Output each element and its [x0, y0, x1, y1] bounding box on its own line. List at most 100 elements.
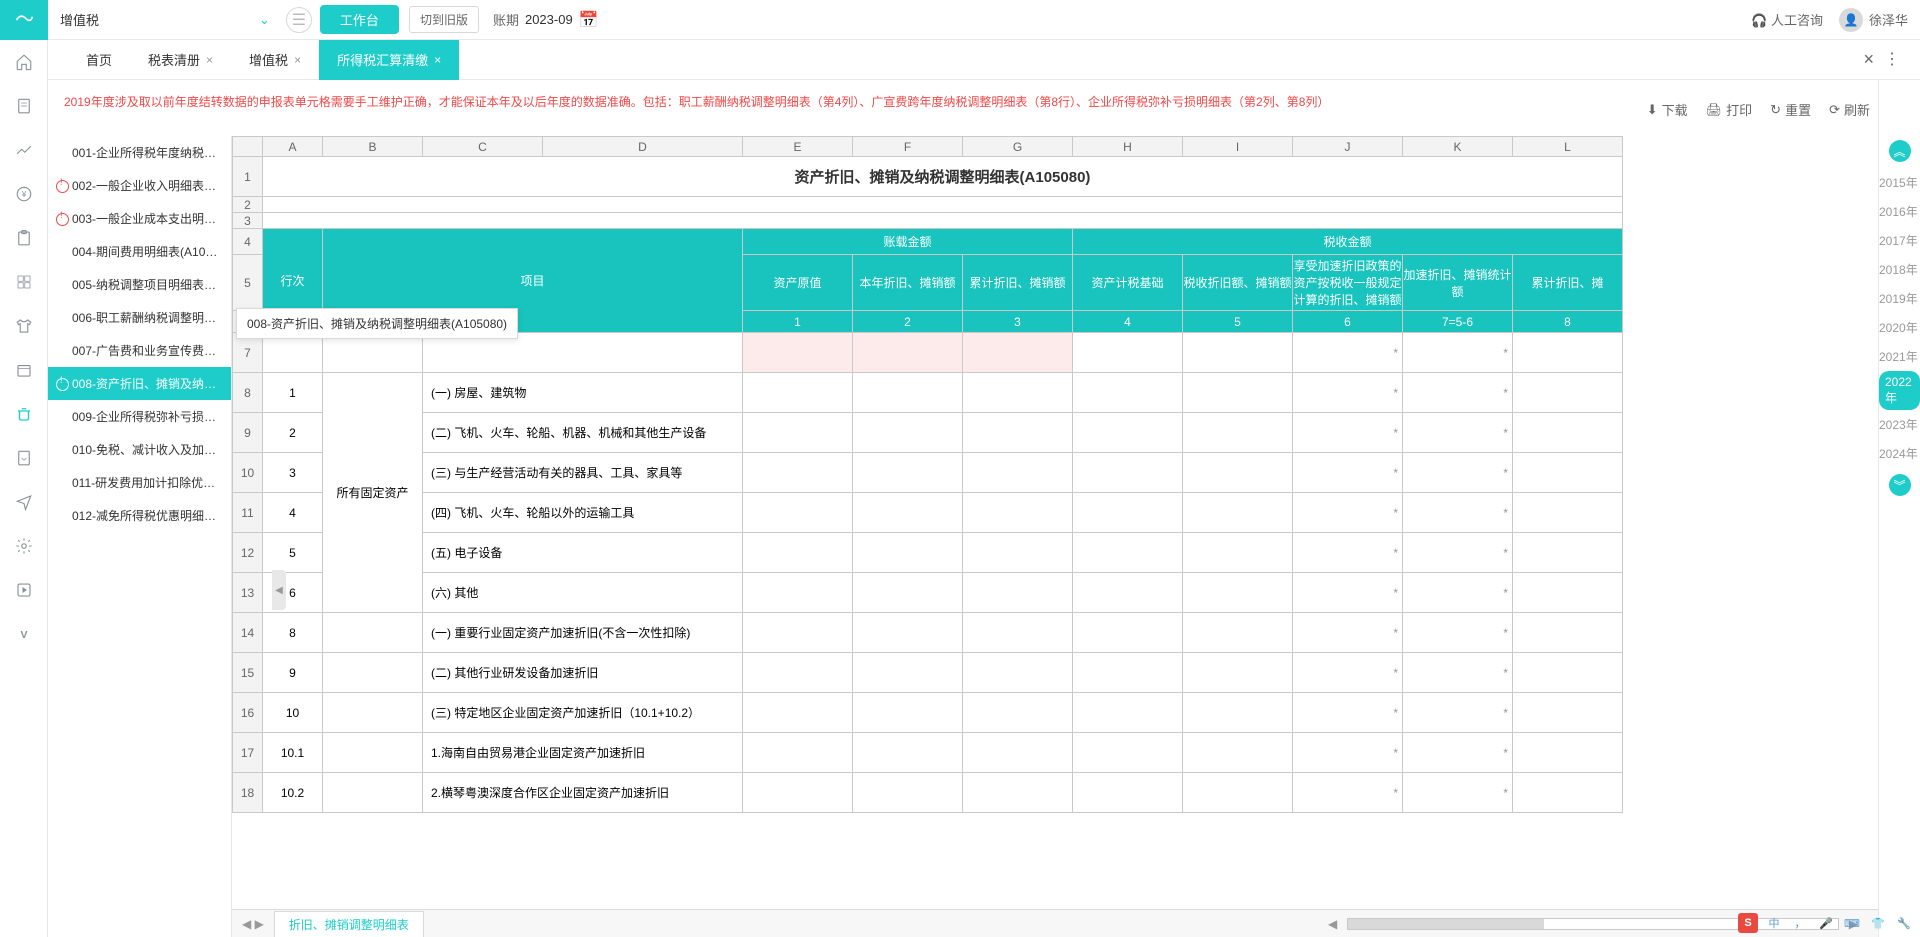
cell[interactable] [323, 693, 423, 733]
tab-close-icon[interactable]: × [294, 53, 301, 67]
year-item[interactable]: 2019年 [1879, 284, 1920, 313]
cell[interactable] [1183, 413, 1293, 453]
cell[interactable] [743, 493, 853, 533]
cell[interactable] [1183, 653, 1293, 693]
tab[interactable]: 首页 [68, 40, 130, 80]
cell[interactable] [1513, 373, 1623, 413]
cell[interactable]: * [1403, 733, 1513, 773]
cell[interactable]: 10.1 [263, 733, 323, 773]
nav-active-icon[interactable] [0, 392, 48, 436]
row-header[interactable]: 9 [233, 413, 263, 453]
workspace-button[interactable]: 工作台 [320, 5, 399, 34]
cell[interactable] [743, 693, 853, 733]
cell[interactable] [323, 613, 423, 653]
tree-item[interactable]: 008-资产折旧、摊销及纳税... [48, 367, 231, 400]
cell[interactable] [743, 333, 853, 373]
cell[interactable] [963, 773, 1073, 813]
nav-money-icon[interactable]: ¥ [0, 172, 48, 216]
col-header[interactable]: H [1073, 137, 1183, 157]
tab-close-icon[interactable]: × [206, 53, 213, 67]
cell[interactable] [1183, 613, 1293, 653]
cell[interactable] [1183, 733, 1293, 773]
cell[interactable]: * [1293, 333, 1403, 373]
cell[interactable]: * [1293, 453, 1403, 493]
nav-shirt-icon[interactable] [0, 304, 48, 348]
cell[interactable] [1073, 373, 1183, 413]
cell[interactable] [323, 733, 423, 773]
cell[interactable] [963, 373, 1073, 413]
row-header[interactable]: 13 [233, 573, 263, 613]
ime-lang-icon[interactable]: 中 [1764, 913, 1784, 933]
cell[interactable] [743, 413, 853, 453]
item-cell[interactable]: (五) 电子设备 [423, 533, 743, 573]
year-item[interactable]: 2023年 [1879, 410, 1920, 439]
cell[interactable] [1513, 493, 1623, 533]
cell[interactable] [1513, 573, 1623, 613]
nav-grid-icon[interactable] [0, 260, 48, 304]
col-header[interactable]: I [1183, 137, 1293, 157]
cell[interactable] [853, 733, 963, 773]
tab[interactable]: 增值税× [231, 40, 319, 80]
cell[interactable] [743, 613, 853, 653]
cell[interactable]: * [1403, 613, 1513, 653]
cell[interactable]: * [1403, 653, 1513, 693]
cell[interactable]: 5 [263, 533, 323, 573]
cell[interactable] [853, 693, 963, 733]
year-item[interactable]: 2016年 [1879, 197, 1920, 226]
year-item[interactable]: 2018年 [1879, 255, 1920, 284]
tab-menu-icon[interactable]: ⋮ [1884, 49, 1900, 70]
print-button[interactable]: 🖨 打印 [1706, 100, 1753, 119]
cell[interactable] [963, 653, 1073, 693]
tree-item[interactable]: 001-企业所得税年度纳税申... [48, 136, 231, 169]
nav-gear-icon[interactable] [0, 524, 48, 568]
row-header[interactable]: 15 [233, 653, 263, 693]
cell[interactable] [853, 373, 963, 413]
row-header[interactable]: 16 [233, 693, 263, 733]
year-item[interactable]: 2022年 [1879, 371, 1920, 410]
cell[interactable] [323, 773, 423, 813]
cell[interactable]: * [1403, 413, 1513, 453]
cell[interactable] [1513, 413, 1623, 453]
cell[interactable]: * [1403, 573, 1513, 613]
cell[interactable]: 2 [263, 413, 323, 453]
year-item[interactable]: 2017年 [1879, 226, 1920, 255]
sheet-nav-prev[interactable]: ◀ ▶ [232, 917, 274, 931]
cell[interactable]: * [1293, 533, 1403, 573]
cell[interactable] [853, 453, 963, 493]
reset-button[interactable]: ↻ 重置 [1770, 100, 1811, 119]
ime-mic-icon[interactable]: 🎤 [1816, 913, 1836, 933]
item-cell[interactable]: 2.横琴粤澳深度合作区企业固定资产加速折旧 [423, 773, 743, 813]
cell[interactable] [853, 773, 963, 813]
cell[interactable] [1183, 493, 1293, 533]
cell[interactable] [963, 733, 1073, 773]
item-cell[interactable]: (二) 其他行业研发设备加速折旧 [423, 653, 743, 693]
col-header[interactable]: C [423, 137, 543, 157]
cell[interactable] [1183, 373, 1293, 413]
tree-item[interactable]: 003-一般企业成本支出明细... [48, 202, 231, 235]
col-header[interactable]: L [1513, 137, 1623, 157]
tree-item[interactable]: 002-一般企业收入明细表(A1... [48, 169, 231, 202]
logo[interactable] [0, 0, 48, 40]
cell[interactable] [853, 573, 963, 613]
cell[interactable] [1073, 533, 1183, 573]
cell[interactable] [963, 333, 1073, 373]
nav-chart-icon[interactable] [0, 128, 48, 172]
cell[interactable] [853, 533, 963, 573]
year-down-icon[interactable]: ︾ [1889, 474, 1911, 496]
cell[interactable]: * [1293, 773, 1403, 813]
nav-v-icon[interactable]: V [0, 612, 48, 656]
cell[interactable] [1073, 333, 1183, 373]
year-item[interactable]: 2015年 [1879, 168, 1920, 197]
col-header[interactable]: J [1293, 137, 1403, 157]
cell[interactable] [1513, 533, 1623, 573]
ime-tool-icon[interactable]: 🔧 [1894, 913, 1914, 933]
cell[interactable] [1073, 573, 1183, 613]
cell[interactable] [1513, 773, 1623, 813]
item-cell[interactable]: 1.海南自由贸易港企业固定资产加速折旧 [423, 733, 743, 773]
cell[interactable] [743, 733, 853, 773]
cell[interactable] [743, 533, 853, 573]
cell[interactable]: * [1403, 453, 1513, 493]
cell[interactable] [1513, 653, 1623, 693]
item-cell[interactable]: (二) 飞机、火车、轮船、机器、机械和其他生产设备 [423, 413, 743, 453]
tree-item[interactable]: 009-企业所得税弥补亏损明... [48, 400, 231, 433]
